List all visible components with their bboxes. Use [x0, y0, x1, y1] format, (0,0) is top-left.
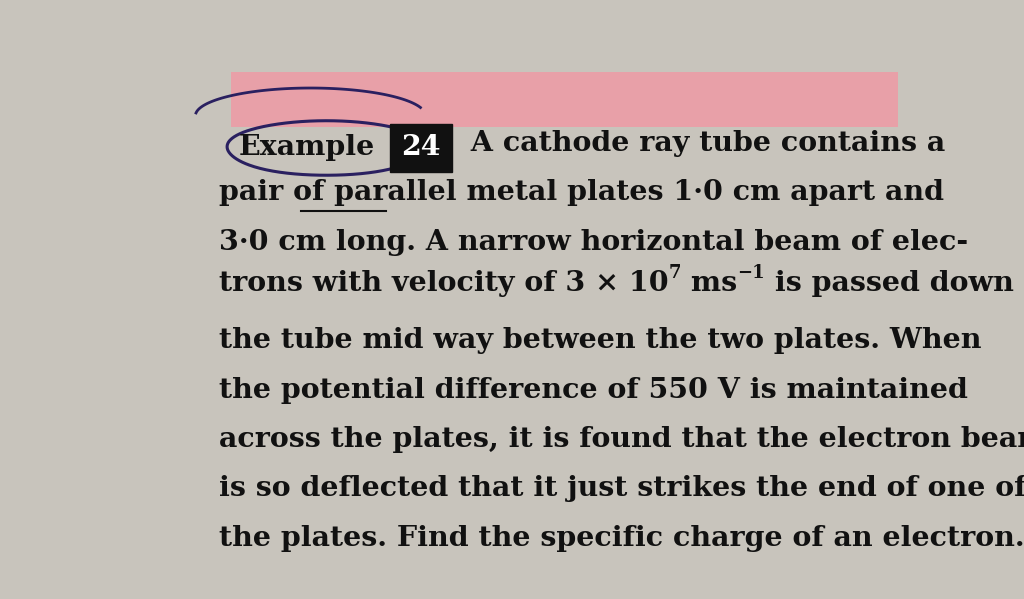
Text: −1: −1	[737, 264, 765, 282]
Text: Example: Example	[239, 135, 375, 162]
Text: 3·0 cm long. A narrow horizontal beam of elec-: 3·0 cm long. A narrow horizontal beam of…	[219, 229, 969, 256]
Text: across the plates, it is found that the electron beam: across the plates, it is found that the …	[219, 426, 1024, 453]
Bar	[231, 72, 898, 127]
Text: 7: 7	[669, 264, 681, 282]
Text: the potential difference of 550 V is maintained: the potential difference of 550 V is mai…	[219, 377, 968, 404]
Text: trons with velocity of 3 × 10: trons with velocity of 3 × 10	[219, 270, 669, 298]
FancyBboxPatch shape	[390, 124, 452, 172]
Text: A cathode ray tube contains a: A cathode ray tube contains a	[461, 130, 945, 157]
Text: the tube mid way between the two plates. When: the tube mid way between the two plates.…	[219, 327, 982, 354]
Text: is passed down: is passed down	[765, 270, 1014, 298]
Text: pair of parallel metal plates 1·0 cm apart and: pair of parallel metal plates 1·0 cm apa…	[219, 179, 944, 206]
Text: the plates. Find the specific charge of an electron.: the plates. Find the specific charge of …	[219, 525, 1024, 552]
Text: is so deflected that it just strikes the end of one of: is so deflected that it just strikes the…	[219, 476, 1024, 503]
Text: 24: 24	[401, 135, 440, 162]
Text: ms: ms	[681, 270, 737, 298]
